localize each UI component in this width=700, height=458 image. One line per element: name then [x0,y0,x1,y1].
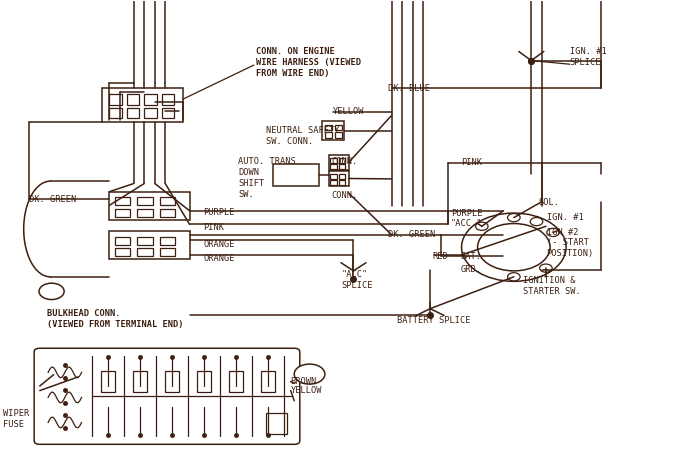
Bar [266,414,287,434]
Text: YELLOW: YELLOW [332,107,364,116]
Text: DK. GREEN: DK. GREEN [389,230,435,240]
Bar [229,371,243,392]
Text: NEUTRAL SAFETY
SW. CONN.: NEUTRAL SAFETY SW. CONN. [266,125,340,146]
Text: IGN #2: IGN #2 [547,228,578,237]
Bar [102,88,183,122]
Bar [162,94,174,105]
Text: IGN. #1: IGN. #1 [547,213,583,222]
Text: "ACC"
SPLICE: "ACC" SPLICE [342,270,373,290]
Text: PINK: PINK [461,158,482,168]
Bar [160,197,175,205]
Text: IGNITION &
STARTER SW.: IGNITION & STARTER SW. [523,276,581,296]
Text: DK. BLUE: DK. BLUE [389,84,430,93]
Circle shape [547,229,559,236]
Bar [109,108,122,118]
Bar [261,371,275,392]
Text: RED: RED [433,252,448,261]
Bar [144,94,157,105]
Circle shape [530,218,542,226]
Text: YELLOW: YELLOW [290,386,322,395]
Text: CONN.: CONN. [331,157,358,166]
Bar [115,237,130,245]
Bar [127,108,139,118]
Bar [330,158,337,163]
Text: DK. GREEN: DK. GREEN [29,195,76,204]
Bar [162,108,174,118]
Bar [115,208,130,217]
Circle shape [461,213,566,281]
Bar [115,248,130,256]
Bar [137,197,153,205]
Text: "ACC.": "ACC." [451,219,482,228]
Text: AUTO. TRANS
DOWN
SHIFT
SW.: AUTO. TRANS DOWN SHIFT SW. [239,157,296,199]
Bar [335,125,342,130]
Bar [115,197,130,205]
Bar [137,248,153,256]
Circle shape [477,224,550,271]
Bar [330,164,337,169]
Text: (- START
POSITION): (- START POSITION) [547,238,594,258]
Bar [339,158,345,163]
Circle shape [508,213,520,222]
Circle shape [540,264,552,272]
Bar [322,121,344,140]
Bar [329,155,349,170]
Bar [335,132,342,137]
Text: ORANGE: ORANGE [204,240,235,249]
Bar [137,237,153,245]
Text: BAT.: BAT. [460,252,481,261]
Text: ORANGE: ORANGE [204,254,235,263]
Text: CONN. ON ENGINE
WIRE HARNESS (VIEWED
FROM WIRE END): CONN. ON ENGINE WIRE HARNESS (VIEWED FRO… [256,47,361,78]
Bar [339,174,345,179]
Circle shape [39,283,64,300]
Bar [137,208,153,217]
Bar [127,94,139,105]
Text: GRD.: GRD. [460,266,481,274]
Bar [325,125,332,130]
FancyBboxPatch shape [34,348,300,444]
Bar [165,371,179,392]
Text: IGN. #1
SPLICE: IGN. #1 SPLICE [570,47,606,67]
Bar [133,371,147,392]
Text: CONN.: CONN. [331,191,358,200]
Bar [197,371,211,392]
Bar [101,371,115,392]
Circle shape [294,364,325,384]
Text: PURPLE: PURPLE [451,208,482,218]
Bar [273,164,318,186]
Bar [329,171,349,186]
Bar [160,208,175,217]
Bar [144,108,157,118]
Text: BATTERY SPLICE: BATTERY SPLICE [397,316,470,326]
Text: BULKHEAD CONN.
(VIEWED FROM TERMINAL END): BULKHEAD CONN. (VIEWED FROM TERMINAL END… [47,309,183,329]
Bar [339,164,345,169]
Text: WIPER
FUSE: WIPER FUSE [3,409,29,429]
Bar [330,174,337,179]
Bar [339,180,345,185]
Text: SOL.: SOL. [538,198,559,207]
Bar [109,231,190,260]
Text: PURPLE: PURPLE [204,208,235,217]
Circle shape [508,273,520,281]
Circle shape [475,222,488,230]
Bar [109,94,122,105]
Bar [330,180,337,185]
Bar [325,132,332,137]
Bar [160,237,175,245]
Bar [109,191,190,220]
Bar [160,248,175,256]
Text: PINK: PINK [204,223,225,232]
Text: BROWN: BROWN [290,377,317,386]
